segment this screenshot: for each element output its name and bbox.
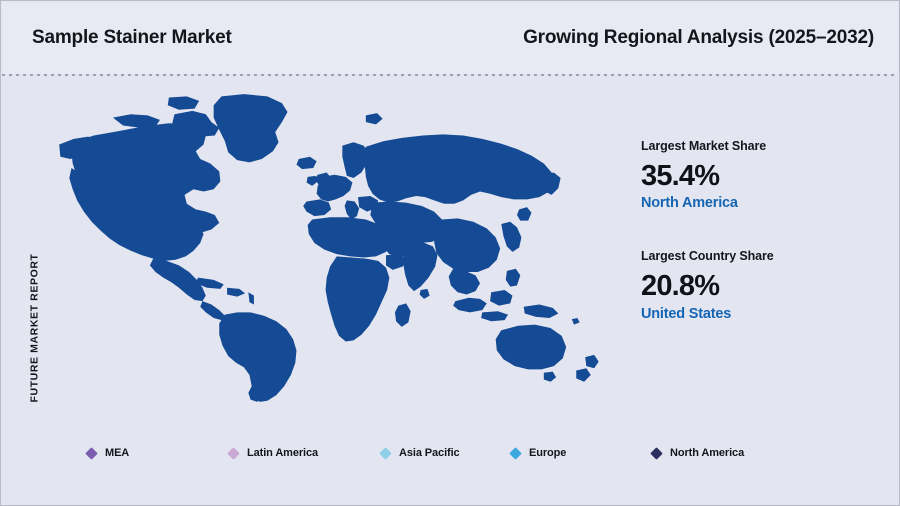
region-new-guinea <box>523 304 559 318</box>
stat-label: Largest Market Share <box>641 139 767 153</box>
region-japan-north <box>516 207 532 221</box>
region-ireland <box>306 175 318 186</box>
region-chile-argentina-tip <box>248 386 262 402</box>
region-alaska <box>59 136 97 160</box>
region-borneo <box>490 289 513 306</box>
region-india <box>402 240 438 292</box>
region-australia <box>495 324 567 370</box>
legend-marker-icon <box>650 446 663 460</box>
legend-item-asia-pacific: Asia Pacific <box>379 446 511 460</box>
vertical-brand-label: FUTURE MARKET REPORT <box>25 233 45 423</box>
region-victoria-island <box>133 127 164 143</box>
region-philippines <box>505 268 521 287</box>
legend-marker-icon <box>85 446 98 460</box>
region-madagascar <box>394 303 411 327</box>
legend-item-mea: MEA <box>85 446 229 460</box>
region-indonesia-java <box>481 311 508 322</box>
stats-panel: Largest Market Share 35.4% North America… <box>641 139 881 360</box>
region-sri-lanka <box>419 288 430 299</box>
region-tasmania <box>543 371 557 382</box>
region-arctic-islands <box>112 114 160 128</box>
header-divider <box>2 74 898 76</box>
legend-marker-icon <box>227 446 240 460</box>
vertical-brand-label-text: FUTURE MARKET REPORT <box>29 253 41 403</box>
stat-region: North America <box>641 195 738 212</box>
region-china <box>434 218 501 273</box>
region-kamchatka <box>541 172 561 195</box>
region-indonesia-sumatra <box>453 297 487 313</box>
region-new-zealand-north <box>585 354 599 369</box>
region-greenland <box>213 94 288 163</box>
region-british-isles <box>314 172 332 185</box>
stat-region: United States <box>641 305 732 322</box>
region-northern-islands <box>194 122 220 137</box>
stat-label: Largest Country Share <box>641 249 774 264</box>
region-hispaniola <box>227 287 245 297</box>
region-italy <box>344 200 360 220</box>
region-lesser-antilles <box>248 292 254 305</box>
region-mexico <box>149 258 206 302</box>
region-arabian-peninsula <box>380 231 414 258</box>
world-map <box>59 93 619 403</box>
region-united-states <box>69 167 204 261</box>
region-svalbard <box>365 113 383 125</box>
legend-item-europe: Europe <box>509 446 652 460</box>
region-russia-eurasia <box>363 134 555 204</box>
legend-item-label: MEA <box>105 447 130 459</box>
region-new-zealand-south <box>576 368 591 382</box>
region-sub-saharan-africa <box>325 256 390 342</box>
stat-largest-country-share: Largest Country Share 20.8% United State… <box>641 249 881 321</box>
header-bar: Sample Stainer Market Growing Regional A… <box>2 2 898 74</box>
region-southeast-asia <box>448 268 481 295</box>
stat-largest-market-share: Largest Market Share 35.4% North America <box>641 139 881 211</box>
region-pacific-islands <box>571 317 580 325</box>
legend-marker-icon <box>509 446 522 460</box>
region-cuba <box>195 277 224 289</box>
region-hudson-islands <box>166 138 190 152</box>
region-north-africa <box>307 217 392 258</box>
legend-item-label: Latin America <box>247 447 319 459</box>
region-iberia <box>303 199 332 217</box>
legend-item-label: North America <box>670 447 745 459</box>
map-landmass-group <box>59 94 599 402</box>
map-legend: MEA Latin America Asia Pacific Europe No… <box>85 446 859 460</box>
world-map-svg <box>59 94 599 402</box>
legend-item-label: Europe <box>529 447 567 459</box>
legend-item-label: Asia Pacific <box>399 447 460 459</box>
header-subtitle: Growing Regional Analysis (2025–2032) <box>523 27 874 48</box>
legend-item-latin-america: Latin America <box>227 446 381 460</box>
region-south-america <box>219 312 297 402</box>
region-iceland <box>296 156 317 170</box>
page-title: Sample Stainer Market <box>32 27 232 48</box>
region-horn-of-africa <box>386 254 407 270</box>
stat-value: 20.8% <box>641 270 720 303</box>
region-scandinavia <box>342 142 370 179</box>
region-central-america <box>200 301 225 321</box>
legend-item-north-america: North America <box>650 446 745 460</box>
legend-marker-icon <box>379 446 392 460</box>
stat-value: 35.4% <box>641 160 720 192</box>
region-ellesmere <box>167 96 200 110</box>
region-korea-japan <box>501 221 522 252</box>
